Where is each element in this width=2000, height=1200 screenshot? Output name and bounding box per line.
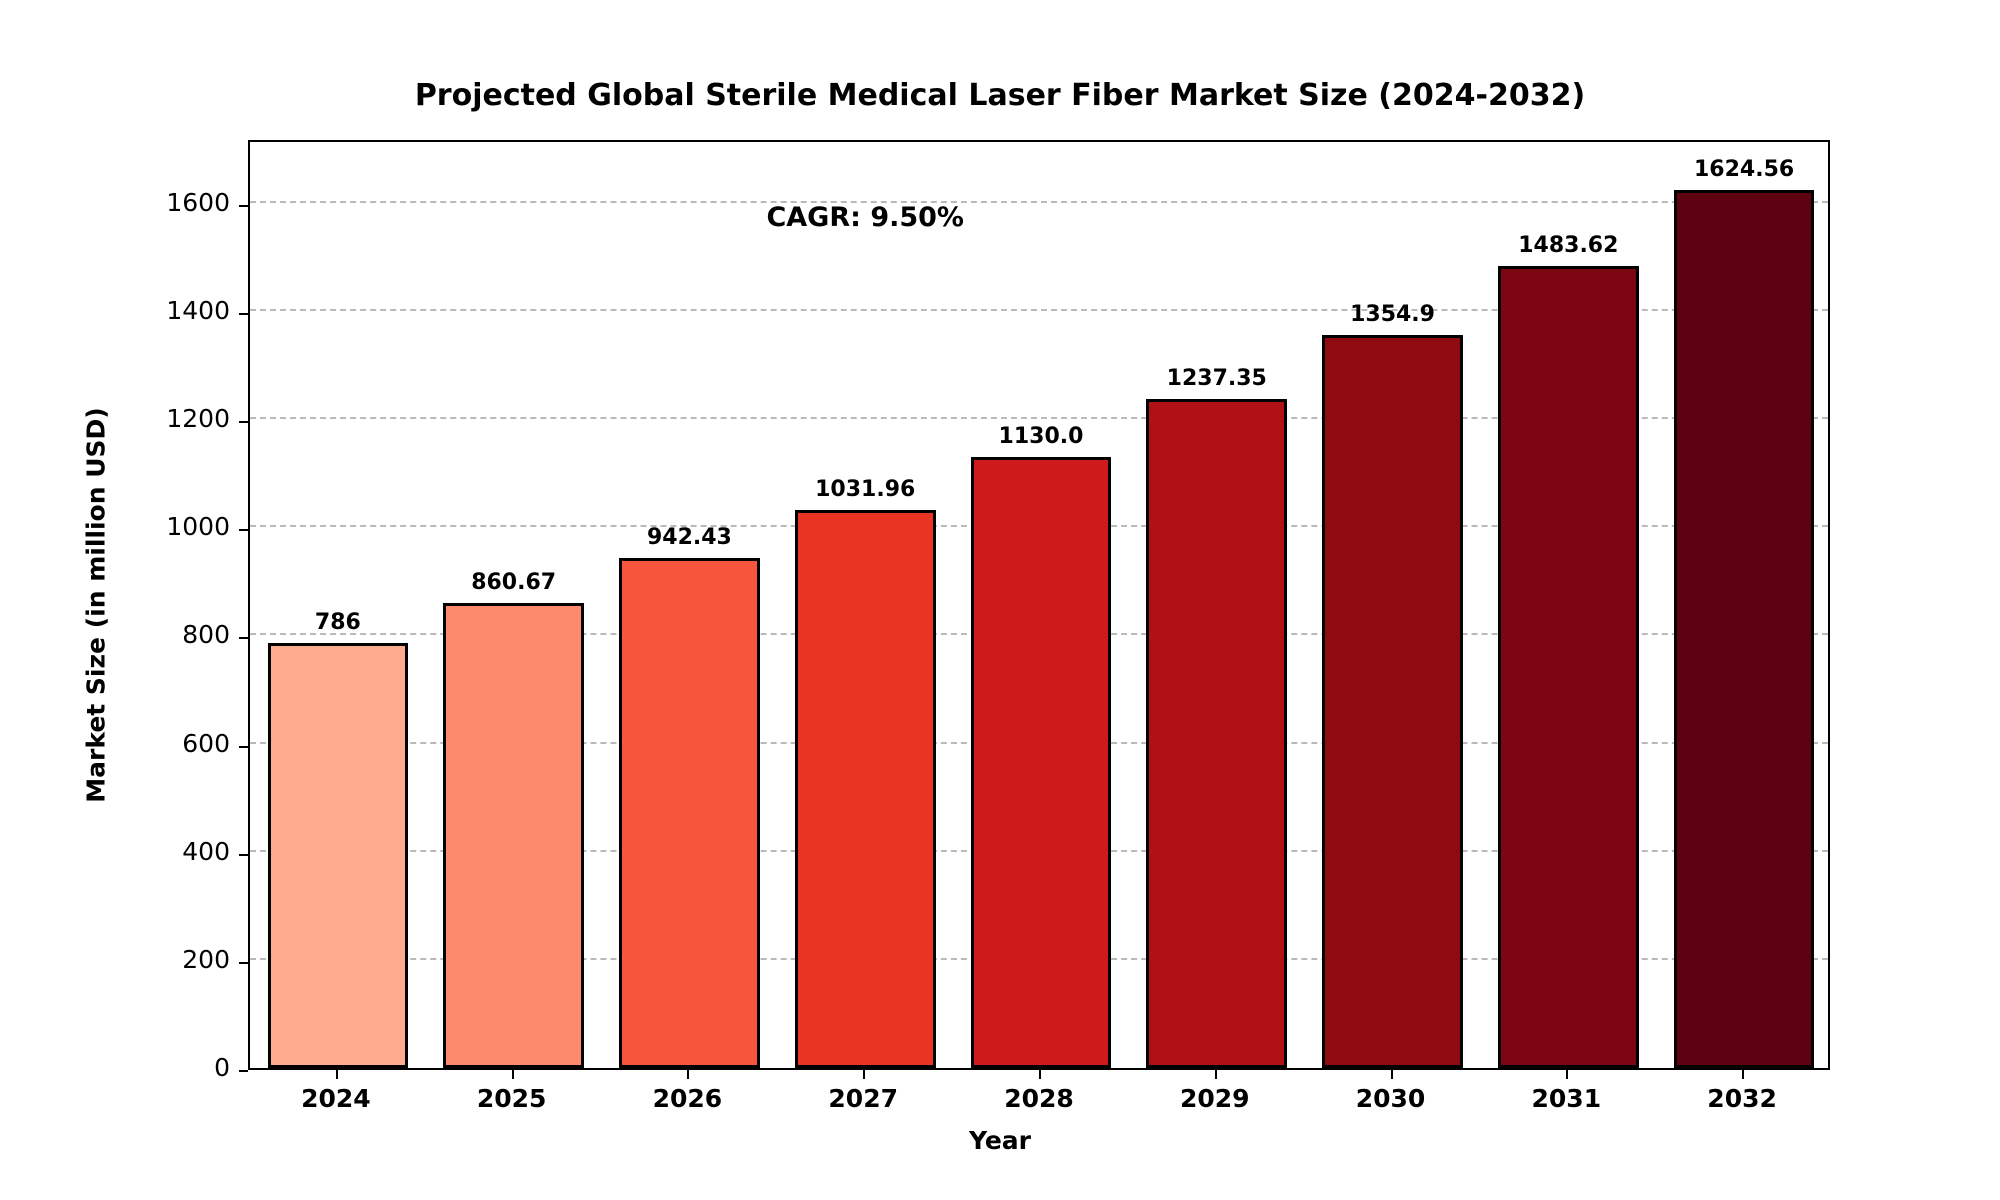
bar-value-label: 942.43	[646, 525, 732, 551]
bar-value-label: 1354.9	[1350, 302, 1435, 328]
x-tick-label: 2031	[1531, 1084, 1602, 1113]
x-tick-mark	[511, 1070, 514, 1079]
chart-title: Projected Global Sterile Medical Laser F…	[414, 78, 1586, 113]
x-tick-mark	[1039, 1070, 1041, 1079]
x-tick-label: 2025	[476, 1084, 547, 1113]
bar-value-label: 1483.62	[1518, 232, 1619, 258]
x-tick-mark	[1742, 1070, 1745, 1079]
y-tick-mark	[239, 853, 248, 856]
x-tick-mark	[1566, 1070, 1569, 1079]
y-tick-mark	[239, 529, 248, 532]
bar-value-label: 1031.96	[815, 477, 916, 503]
bar-value-label: 1624.56	[1694, 156, 1795, 182]
y-tick-label: 1600	[166, 187, 230, 217]
bar-value-label: 860.67	[471, 569, 557, 595]
bar[interactable]	[1146, 398, 1288, 1068]
y-tick-mark	[239, 961, 248, 964]
x-axis-label: Year	[969, 1126, 1031, 1155]
x-tick-mark	[1390, 1070, 1393, 1079]
bar[interactable]	[267, 643, 409, 1068]
y-tick-label: 1200	[166, 404, 230, 434]
x-tick-label: 2029	[1179, 1084, 1250, 1113]
bar-value-label: 1237.35	[1166, 365, 1267, 391]
y-tick-label: 1400	[166, 296, 230, 326]
x-tick-label: 2026	[652, 1084, 723, 1113]
bar[interactable]	[443, 602, 584, 1068]
x-tick-mark	[1214, 1070, 1217, 1079]
bar[interactable]	[794, 510, 936, 1068]
x-tick-label: 2028	[1004, 1084, 1074, 1113]
x-tick-label: 2024	[301, 1084, 371, 1113]
y-tick-label: 600	[182, 728, 230, 758]
bar[interactable]	[619, 558, 760, 1068]
x-tick-label: 2027	[828, 1084, 898, 1113]
bar[interactable]	[1322, 335, 1463, 1068]
y-tick-mark	[239, 421, 248, 424]
y-tick-mark	[239, 745, 248, 748]
y-tick-mark	[239, 313, 248, 316]
bars-layer: 786 860.67 942.43 1031.96 1130.0 1237.35 1354.…	[250, 142, 1828, 1068]
bar[interactable]	[1673, 189, 1815, 1068]
plot-area: 786 860.67 942.43 1031.96 1130.0 1237.35 1354.…	[248, 140, 1830, 1070]
y-tick-mark	[239, 637, 248, 640]
y-tick-label: 0	[214, 1053, 230, 1082]
bar-value-label: 786	[314, 610, 361, 636]
x-tick-mark	[863, 1070, 866, 1079]
y-tick-mark	[239, 1070, 248, 1072]
y-tick-mark	[239, 204, 248, 207]
y-tick-label: 400	[182, 836, 230, 866]
bar[interactable]	[970, 457, 1112, 1068]
y-tick-label: 800	[182, 620, 230, 650]
x-tick-label: 2030	[1355, 1084, 1426, 1113]
y-tick-label: 200	[182, 944, 230, 974]
x-tick-mark	[687, 1070, 690, 1079]
bar-value-label: 1130.0	[998, 424, 1084, 450]
bar[interactable]	[1498, 265, 1639, 1068]
x-tick-label: 2032	[1707, 1084, 1777, 1113]
cagr-annotation: CAGR: 9.50%	[766, 201, 964, 233]
x-tick-mark	[335, 1070, 338, 1079]
y-tick-label: 1000	[166, 512, 230, 542]
